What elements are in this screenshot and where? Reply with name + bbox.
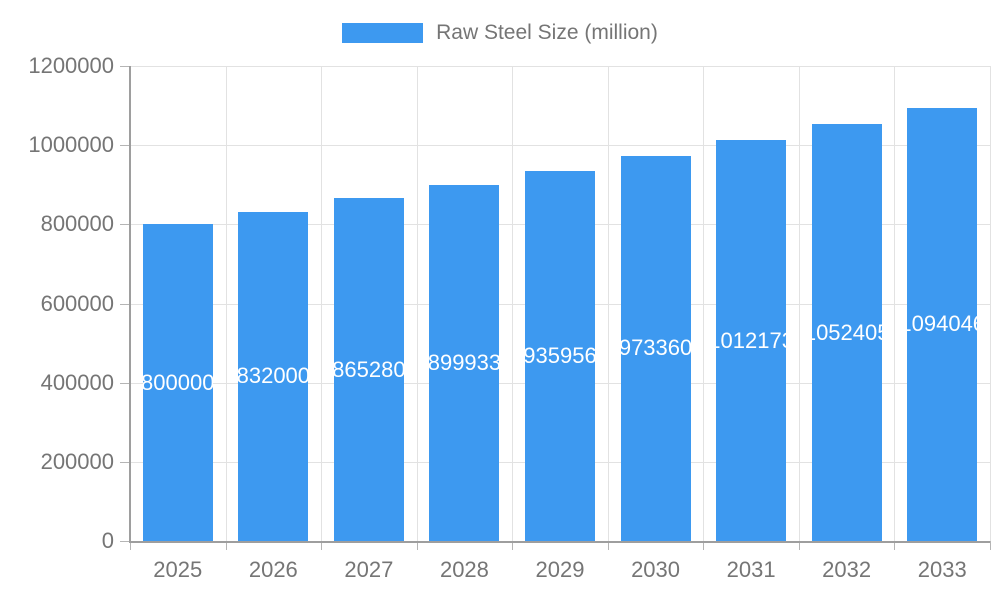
y-axis-tick xyxy=(120,224,130,226)
gridline-vertical xyxy=(321,66,323,541)
x-tick-label: 2029 xyxy=(535,557,585,582)
bar-value-label: 1094046 xyxy=(907,311,977,337)
bar-value-label: 865280 xyxy=(333,356,404,382)
y-axis-tick xyxy=(120,382,130,384)
bar-value-label: 935956 xyxy=(525,342,595,368)
x-axis-tick xyxy=(416,541,418,550)
x-axis-tick xyxy=(703,541,705,550)
bar-value-label: 832000 xyxy=(238,363,309,389)
x-axis-tick xyxy=(798,541,800,550)
y-tick-label: 1200000 xyxy=(28,53,114,78)
x-tick-label: 2028 xyxy=(439,557,489,582)
gridline-vertical xyxy=(894,66,896,541)
x-tick-label: 2025 xyxy=(153,557,203,582)
gridline-vertical xyxy=(607,66,609,541)
legend-label: Raw Steel Size (million) xyxy=(436,21,658,44)
y-tick-label: 800000 xyxy=(40,211,114,237)
gridline-vertical xyxy=(512,66,514,541)
x-axis-tick xyxy=(990,541,991,550)
gridline-vertical xyxy=(703,66,705,541)
x-axis-tick xyxy=(130,541,131,550)
y-tick-label: 400000 xyxy=(40,369,114,395)
y-axis-tick xyxy=(120,66,130,67)
bar[interactable]: 800000 xyxy=(142,224,213,541)
y-tick-label: 200000 xyxy=(40,448,114,474)
y-axis-tick xyxy=(120,145,130,147)
x-tick-label: 2026 xyxy=(248,557,298,582)
bar-value-label: 973360 xyxy=(620,335,691,361)
bar-value-label: 1052405 xyxy=(812,319,882,345)
bar[interactable]: 832000 xyxy=(238,211,309,541)
y-tick-label: 1000000 xyxy=(28,132,114,158)
x-tick-label: 2031 xyxy=(726,557,776,582)
gridline-vertical xyxy=(990,66,991,541)
gridline-vertical xyxy=(416,66,418,541)
bar[interactable]: 899933 xyxy=(429,184,500,541)
bar[interactable]: 865280 xyxy=(333,198,404,541)
y-axis-line xyxy=(129,66,131,541)
y-tick-label: 600000 xyxy=(40,290,114,316)
y-tick-label: 0 xyxy=(101,528,114,553)
x-axis-tick xyxy=(321,541,323,550)
bar[interactable]: 935956 xyxy=(525,170,595,541)
y-axis-tick xyxy=(120,461,130,463)
x-axis-tick xyxy=(225,541,227,550)
bar-value-label: 1012173 xyxy=(716,327,786,353)
gridline-vertical xyxy=(225,66,227,541)
y-axis-tick xyxy=(120,303,130,305)
legend-swatch-icon xyxy=(342,23,424,43)
bar-value-label: 800000 xyxy=(142,369,213,395)
x-tick-label: 2032 xyxy=(822,557,872,582)
gridline-horizontal xyxy=(130,145,990,147)
x-tick-label: 2030 xyxy=(631,557,681,582)
bar[interactable]: 973360 xyxy=(620,155,691,541)
bar[interactable]: 1052405 xyxy=(811,124,882,541)
x-tick-label: 2027 xyxy=(344,557,394,582)
legend[interactable]: Raw Steel Size (million) xyxy=(0,21,1000,45)
x-axis-line xyxy=(129,541,990,543)
gridline-horizontal xyxy=(130,66,990,67)
x-axis-tick xyxy=(894,541,896,550)
bar[interactable]: 1012173 xyxy=(716,140,787,541)
x-axis-tick xyxy=(512,541,514,550)
y-axis-tick xyxy=(120,541,130,542)
gridline-vertical xyxy=(798,66,800,541)
bar[interactable]: 1094046 xyxy=(907,107,978,541)
x-axis-tick xyxy=(607,541,609,550)
bar-value-label: 899933 xyxy=(429,349,500,375)
x-tick-label: 2033 xyxy=(917,557,967,582)
